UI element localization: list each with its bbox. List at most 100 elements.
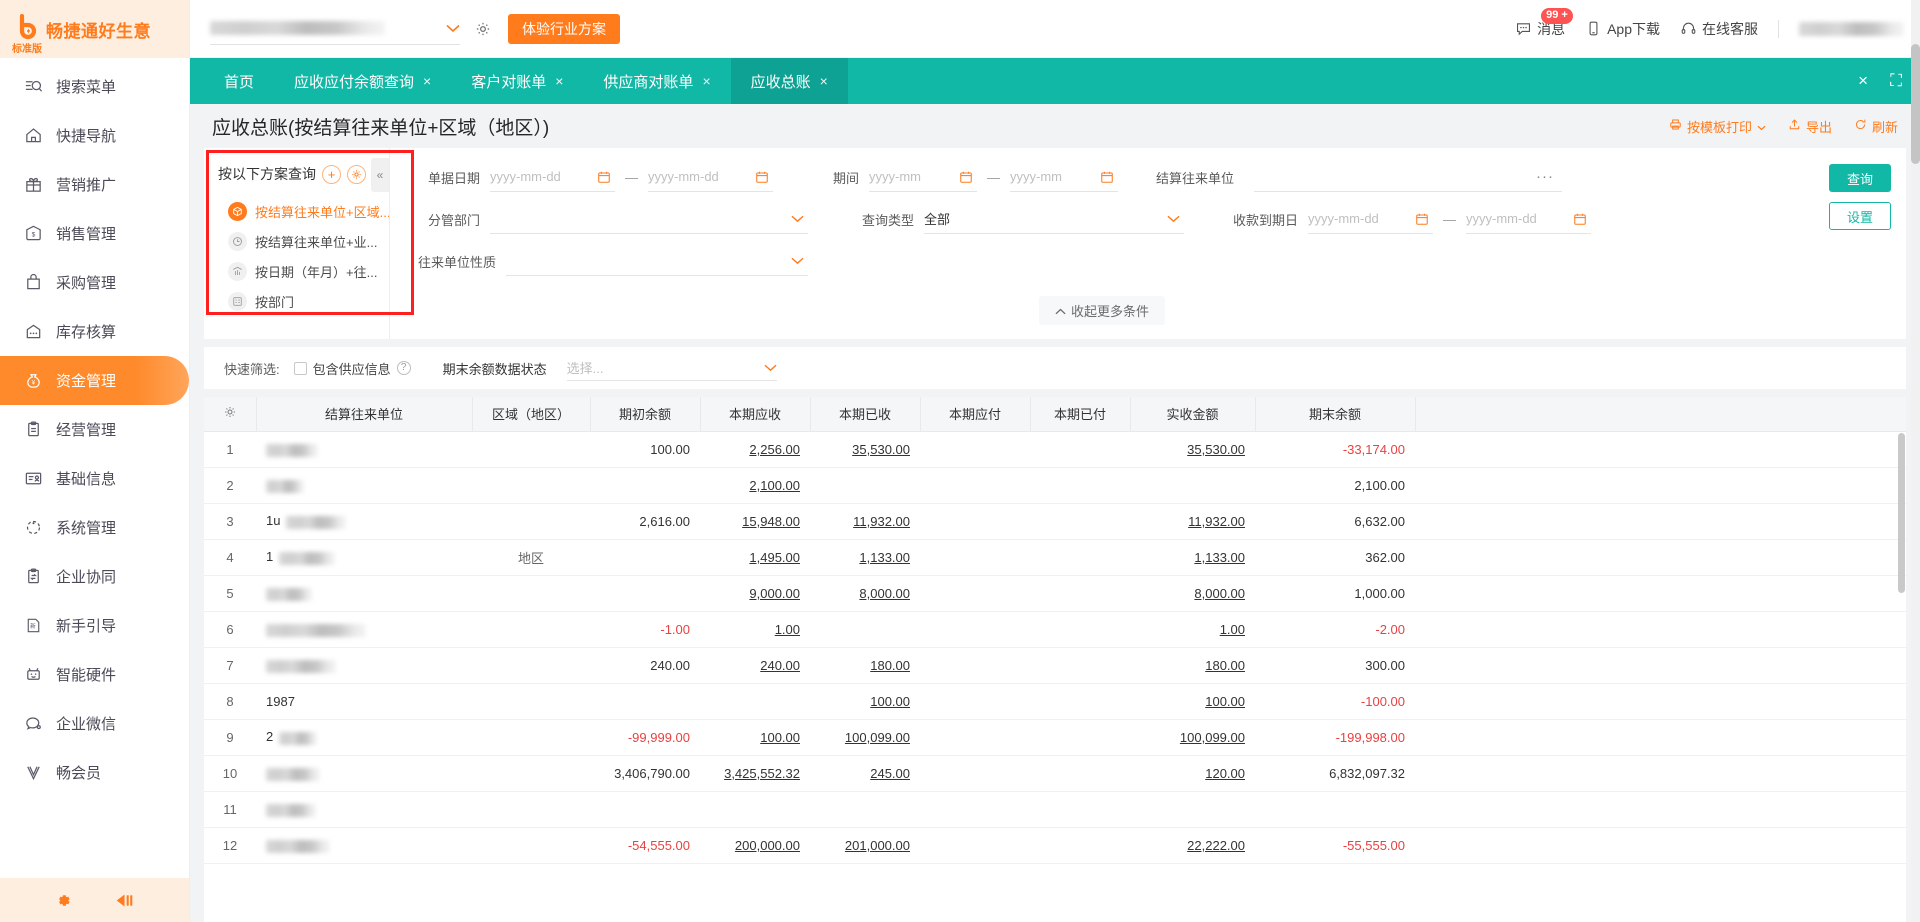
cell-receivable-value[interactable]: 100.00 xyxy=(760,729,800,745)
tab-ar-ap-balance[interactable]: 应收应付余额查询 × xyxy=(274,58,451,104)
column-header-received[interactable]: 本期已收 xyxy=(810,397,921,432)
include-supplier-checkbox[interactable]: 包含供应信息 ? xyxy=(293,359,411,378)
scheme-item-unit-business[interactable]: 按结算往来单位+业... xyxy=(204,226,389,256)
chevron-down-icon[interactable] xyxy=(791,212,804,226)
cell-settle-unit[interactable] xyxy=(256,755,472,792)
tab-ar-general-ledger[interactable]: 应收总账 × xyxy=(730,58,848,104)
cell-received-value[interactable]: 35,530.00 xyxy=(852,441,910,457)
scheme-settings-gear-icon[interactable] xyxy=(347,164,366,184)
tab-home[interactable]: 首页 xyxy=(204,58,274,104)
app-download-button[interactable]: App下载 xyxy=(1585,19,1660,39)
unit-nature-select[interactable] xyxy=(506,246,808,276)
query-button[interactable]: 查询 xyxy=(1829,164,1891,192)
cell-actual-amount-value[interactable]: 180.00 xyxy=(1205,657,1245,673)
table-row[interactable]: 7 240.00 240.00 180.00 180.00 300.00 xyxy=(204,647,1906,684)
end-balance-status-select[interactable]: 选择... xyxy=(566,355,777,381)
cell-settle-unit[interactable] xyxy=(256,791,472,828)
cell-receivable[interactable]: 200,000.00 xyxy=(700,827,810,864)
cell-receivable[interactable]: 9,000.00 xyxy=(700,575,810,612)
table-row[interactable]: 8 1987 100.00 100.00 -100.00 xyxy=(204,683,1906,720)
data-table-container[interactable]: 结算往来单位 区域（地区） 期初余额 本期应收 本期已收 本期应付 本期已付 实… xyxy=(204,397,1906,922)
cell-settle-unit[interactable]: 2 xyxy=(256,719,472,756)
chevron-down-icon[interactable] xyxy=(446,21,460,36)
cell-receivable[interactable]: 100.00 xyxy=(700,719,810,756)
table-row[interactable]: 10 3,406,790.00 3,425,552.32 245.00 120.00 6,… xyxy=(204,755,1906,792)
cell-received[interactable]: 8,000.00 xyxy=(810,575,920,612)
cell-settle-unit[interactable]: 1 xyxy=(256,539,472,576)
table-row[interactable]: 2 2,100.00 2,100.00 xyxy=(204,467,1906,504)
cell-actual-amount-value[interactable]: 100.00 xyxy=(1205,693,1245,709)
sidebar-item-beginner-guide[interactable]: 新 新手引导 xyxy=(0,601,189,650)
cell-received-value[interactable]: 245.00 xyxy=(870,765,910,781)
cell-actual-amount[interactable]: 120.00 xyxy=(1130,755,1255,792)
period-from-input[interactable]: yyyy-mm xyxy=(869,162,977,192)
cell-settle-unit[interactable] xyxy=(256,575,472,612)
cell-received[interactable]: 1,133.00 xyxy=(810,539,920,576)
collapse-scheme-panel-button[interactable]: « xyxy=(371,158,389,192)
cell-received[interactable]: 201,000.00 xyxy=(810,827,920,864)
cell-actual-amount-value[interactable]: 11,932.00 xyxy=(1188,513,1245,529)
online-service-button[interactable]: 在线客服 xyxy=(1680,19,1758,39)
cell-actual-amount[interactable]: 35,530.00 xyxy=(1130,431,1255,468)
cell-receivable-value[interactable]: 2,256.00 xyxy=(749,441,800,457)
column-header-paid[interactable]: 本期已付 xyxy=(1030,397,1131,432)
company-selector[interactable] xyxy=(210,13,460,45)
settle-unit-input[interactable]: ··· xyxy=(1254,162,1562,192)
cell-received-value[interactable]: 8,000.00 xyxy=(859,585,910,601)
refresh-button[interactable]: 刷新 xyxy=(1854,117,1898,136)
page-vertical-scroll-track[interactable] xyxy=(1911,0,1920,922)
cell-receivable-value[interactable]: 15,948.00 xyxy=(742,513,800,529)
scheme-item-date-unit[interactable]: 按日期（年月）+往... xyxy=(204,256,389,286)
calendar-icon[interactable] xyxy=(597,170,611,184)
column-header-receivable[interactable]: 本期应收 xyxy=(700,397,811,432)
column-header-opening-balance[interactable]: 期初余额 xyxy=(590,397,701,432)
cell-receivable-value[interactable]: 240.00 xyxy=(760,657,800,673)
cell-receivable[interactable]: 15,948.00 xyxy=(700,503,810,540)
column-header-ending-balance[interactable]: 期末余额 xyxy=(1255,397,1416,432)
cell-receivable-value[interactable]: 9,000.00 xyxy=(749,585,800,601)
tab-supplier-statement[interactable]: 供应商对账单 × xyxy=(583,58,730,104)
sidebar-item-collaboration[interactable]: 企业协同 xyxy=(0,552,189,601)
chevron-down-icon[interactable] xyxy=(764,361,777,375)
table-row[interactable]: 6 -1.00 1.00 1.00 -2.00 xyxy=(204,611,1906,648)
cell-actual-amount-value[interactable]: 8,000.00 xyxy=(1194,585,1245,601)
chevron-down-icon[interactable] xyxy=(1167,212,1180,226)
due-date-from-input[interactable]: yyyy-mm-dd xyxy=(1308,204,1433,234)
chevron-down-icon[interactable] xyxy=(1757,119,1766,134)
calendar-icon[interactable] xyxy=(1573,212,1587,226)
table-row[interactable]: 12 -54,555.00 200,000.00 201,000.00 22,222.0… xyxy=(204,827,1906,864)
cell-actual-amount[interactable]: 11,932.00 xyxy=(1130,503,1255,540)
page-vertical-scroll-thumb[interactable] xyxy=(1911,44,1920,164)
cell-received-value[interactable]: 1,133.00 xyxy=(859,549,910,565)
cell-actual-amount-value[interactable]: 1,133.00 xyxy=(1194,549,1245,565)
cell-received-value[interactable]: 100,099.00 xyxy=(844,729,910,745)
cell-settle-unit[interactable] xyxy=(256,611,472,648)
cell-received[interactable]: 11,932.00 xyxy=(810,503,920,540)
sidebar-item-basic-info[interactable]: 基础信息 xyxy=(0,454,189,503)
sidebar-item-funds[interactable]: ¥ 资金管理 xyxy=(0,356,189,405)
help-icon[interactable]: ? xyxy=(396,361,411,375)
gear-icon[interactable] xyxy=(223,407,237,422)
collapse-more-conditions-button[interactable]: 收起更多条件 xyxy=(408,288,1796,335)
setting-button[interactable]: 设置 xyxy=(1829,202,1891,230)
cell-actual-amount[interactable]: 1,133.00 xyxy=(1130,539,1255,576)
close-icon[interactable]: × xyxy=(702,73,711,89)
export-button[interactable]: 导出 xyxy=(1788,117,1832,136)
column-settings-header[interactable] xyxy=(204,397,257,432)
table-row[interactable]: 4 1 地区 1,495.00 1,133.00 1,133.00 362.00 xyxy=(204,539,1906,576)
sidebar-item-inventory[interactable]: 库存核算 xyxy=(0,307,189,356)
sidebar-item-smart-hardware[interactable]: 智能硬件 xyxy=(0,650,189,699)
sidebar-item-marketing[interactable]: 营销推广 xyxy=(0,160,189,209)
cell-actual-amount[interactable]: 1.00 xyxy=(1130,611,1255,648)
sidebar-item-system[interactable]: 系统管理 xyxy=(0,503,189,552)
cell-received[interactable]: 245.00 xyxy=(810,755,920,792)
calendar-icon[interactable] xyxy=(755,170,769,184)
calendar-icon[interactable] xyxy=(1100,170,1114,184)
cell-receivable-value[interactable]: 200,000.00 xyxy=(734,837,800,853)
sidebar-item-sales[interactable]: $ 销售管理 xyxy=(0,209,189,258)
column-header-payable[interactable]: 本期应付 xyxy=(920,397,1031,432)
cell-settle-unit[interactable] xyxy=(256,827,472,864)
cell-received[interactable]: 100.00 xyxy=(810,683,920,720)
cell-actual-amount[interactable]: 22,222.00 xyxy=(1130,827,1255,864)
bill-date-from-input[interactable]: yyyy-mm-dd xyxy=(490,162,615,192)
